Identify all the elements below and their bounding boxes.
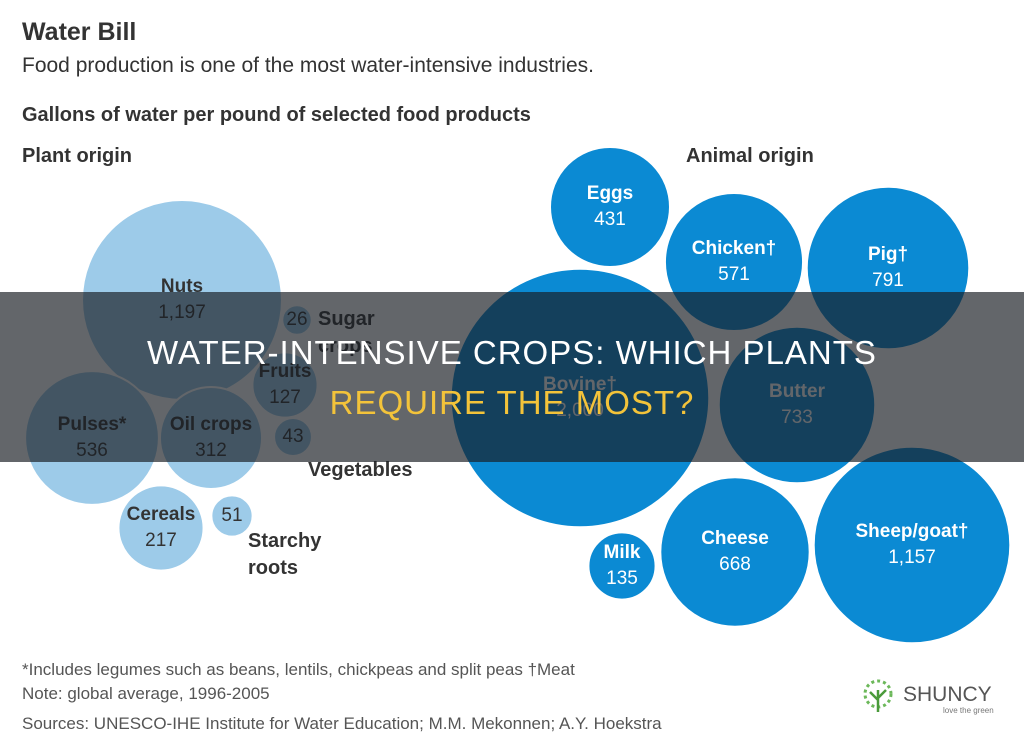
group-label: Animal origin bbox=[686, 145, 814, 167]
bubble-label: Cereals bbox=[126, 504, 196, 525]
value-label: 431 bbox=[594, 209, 626, 230]
bubble bbox=[587, 531, 657, 601]
note: Sources: UNESCO-IHE Institute for Water … bbox=[22, 714, 662, 733]
logo-tagline: love the green bbox=[943, 706, 994, 715]
bubble-label: Vegetables bbox=[308, 459, 413, 481]
value-label: 791 bbox=[872, 270, 904, 291]
value-label: 217 bbox=[145, 530, 177, 551]
bubble-label: Eggs bbox=[586, 183, 634, 204]
bubble-label: Chicken† bbox=[691, 238, 777, 259]
logo-icon bbox=[863, 679, 893, 712]
axis-label: Gallons of water per pound of selected f… bbox=[22, 104, 531, 126]
bubble-label: Pig† bbox=[867, 244, 909, 265]
group-label: Plant origin bbox=[22, 145, 132, 167]
logo-name: SHUNCY bbox=[903, 683, 992, 706]
bubble bbox=[210, 494, 254, 538]
banner: WATER-INTENSIVE CROPS: WHICH PLANTS REQU… bbox=[0, 292, 1024, 462]
value-label: 1,157 bbox=[888, 547, 936, 568]
bubble bbox=[549, 146, 671, 268]
banner-title: WATER-INTENSIVE CROPS: WHICH PLANTS bbox=[147, 334, 877, 371]
note: Note: global average, 1996-2005 bbox=[22, 684, 270, 703]
bubble-label: Sheep/goat† bbox=[855, 521, 969, 542]
value-label: 668 bbox=[719, 554, 751, 575]
bubble-label: Cheese bbox=[701, 528, 769, 549]
bubble bbox=[117, 484, 205, 572]
subtitle: Food production is one of the most water… bbox=[22, 54, 594, 77]
value-label: 51 bbox=[221, 505, 243, 526]
banner-title: REQUIRE THE MOST? bbox=[329, 384, 695, 421]
bubble-label: Nuts bbox=[160, 276, 204, 297]
chart-title: Water Bill bbox=[22, 18, 137, 46]
bubble-label: Milk bbox=[603, 542, 641, 563]
bubble-label: Starchy roots bbox=[248, 530, 322, 579]
value-label: 571 bbox=[718, 264, 750, 285]
value-label: 135 bbox=[606, 568, 638, 589]
note: *Includes legumes such as beans, lentils… bbox=[22, 660, 575, 679]
bubble bbox=[659, 476, 811, 628]
